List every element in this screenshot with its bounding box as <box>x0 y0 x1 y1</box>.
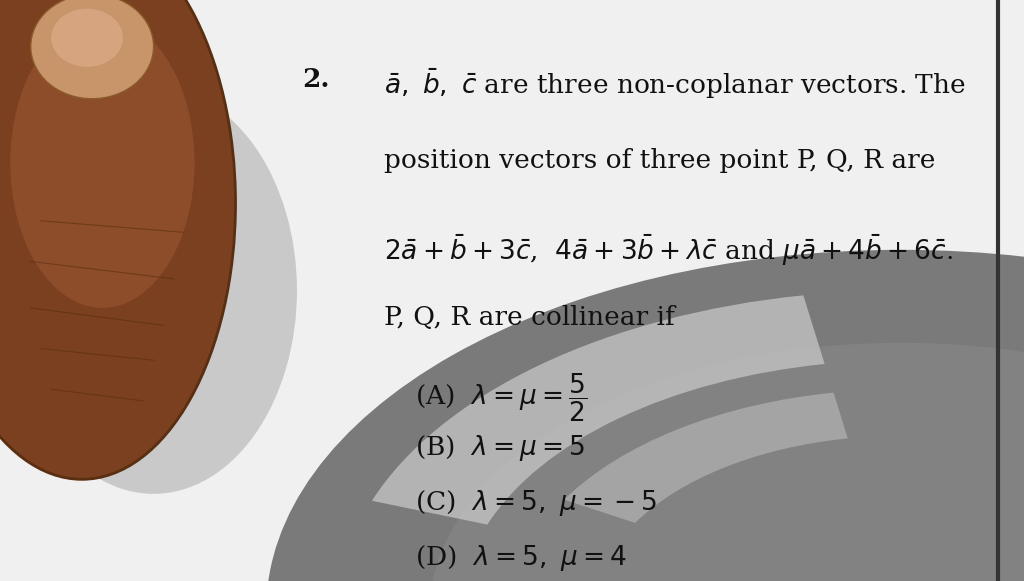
Circle shape <box>266 250 1024 581</box>
Ellipse shape <box>31 0 154 99</box>
Text: P, Q, R are collinear if: P, Q, R are collinear if <box>384 305 675 330</box>
Text: $\bar{a},\ \bar{b},\ \bar{c}$ are three non-coplanar vectors. The: $\bar{a},\ \bar{b},\ \bar{c}$ are three … <box>384 67 966 101</box>
Circle shape <box>430 343 1024 581</box>
Ellipse shape <box>51 9 123 67</box>
Text: (B)  $\lambda = \mu = 5$: (B) $\lambda = \mu = 5$ <box>415 433 585 463</box>
Wedge shape <box>564 393 848 523</box>
Text: 2.: 2. <box>302 67 330 92</box>
Ellipse shape <box>10 87 297 494</box>
Text: position vectors of three point P, Q, R are: position vectors of three point P, Q, R … <box>384 148 935 173</box>
Text: $2\bar{a}+\bar{b}+3\bar{c}$,  $4\bar{a}+3\bar{b}+\lambda\bar{c}$ and $\mu\bar{a}: $2\bar{a}+\bar{b}+3\bar{c}$, $4\bar{a}+3… <box>384 232 953 268</box>
Text: (A)  $\lambda = \mu = \dfrac{5}{2}$: (A) $\lambda = \mu = \dfrac{5}{2}$ <box>415 372 587 424</box>
Ellipse shape <box>0 0 236 479</box>
Wedge shape <box>372 295 824 525</box>
Ellipse shape <box>10 17 195 308</box>
Text: (C)  $\lambda = 5,\ \mu = -5$: (C) $\lambda = 5,\ \mu = -5$ <box>415 488 657 518</box>
Text: (D)  $\lambda = 5,\ \mu = 4$: (D) $\lambda = 5,\ \mu = 4$ <box>415 543 627 573</box>
